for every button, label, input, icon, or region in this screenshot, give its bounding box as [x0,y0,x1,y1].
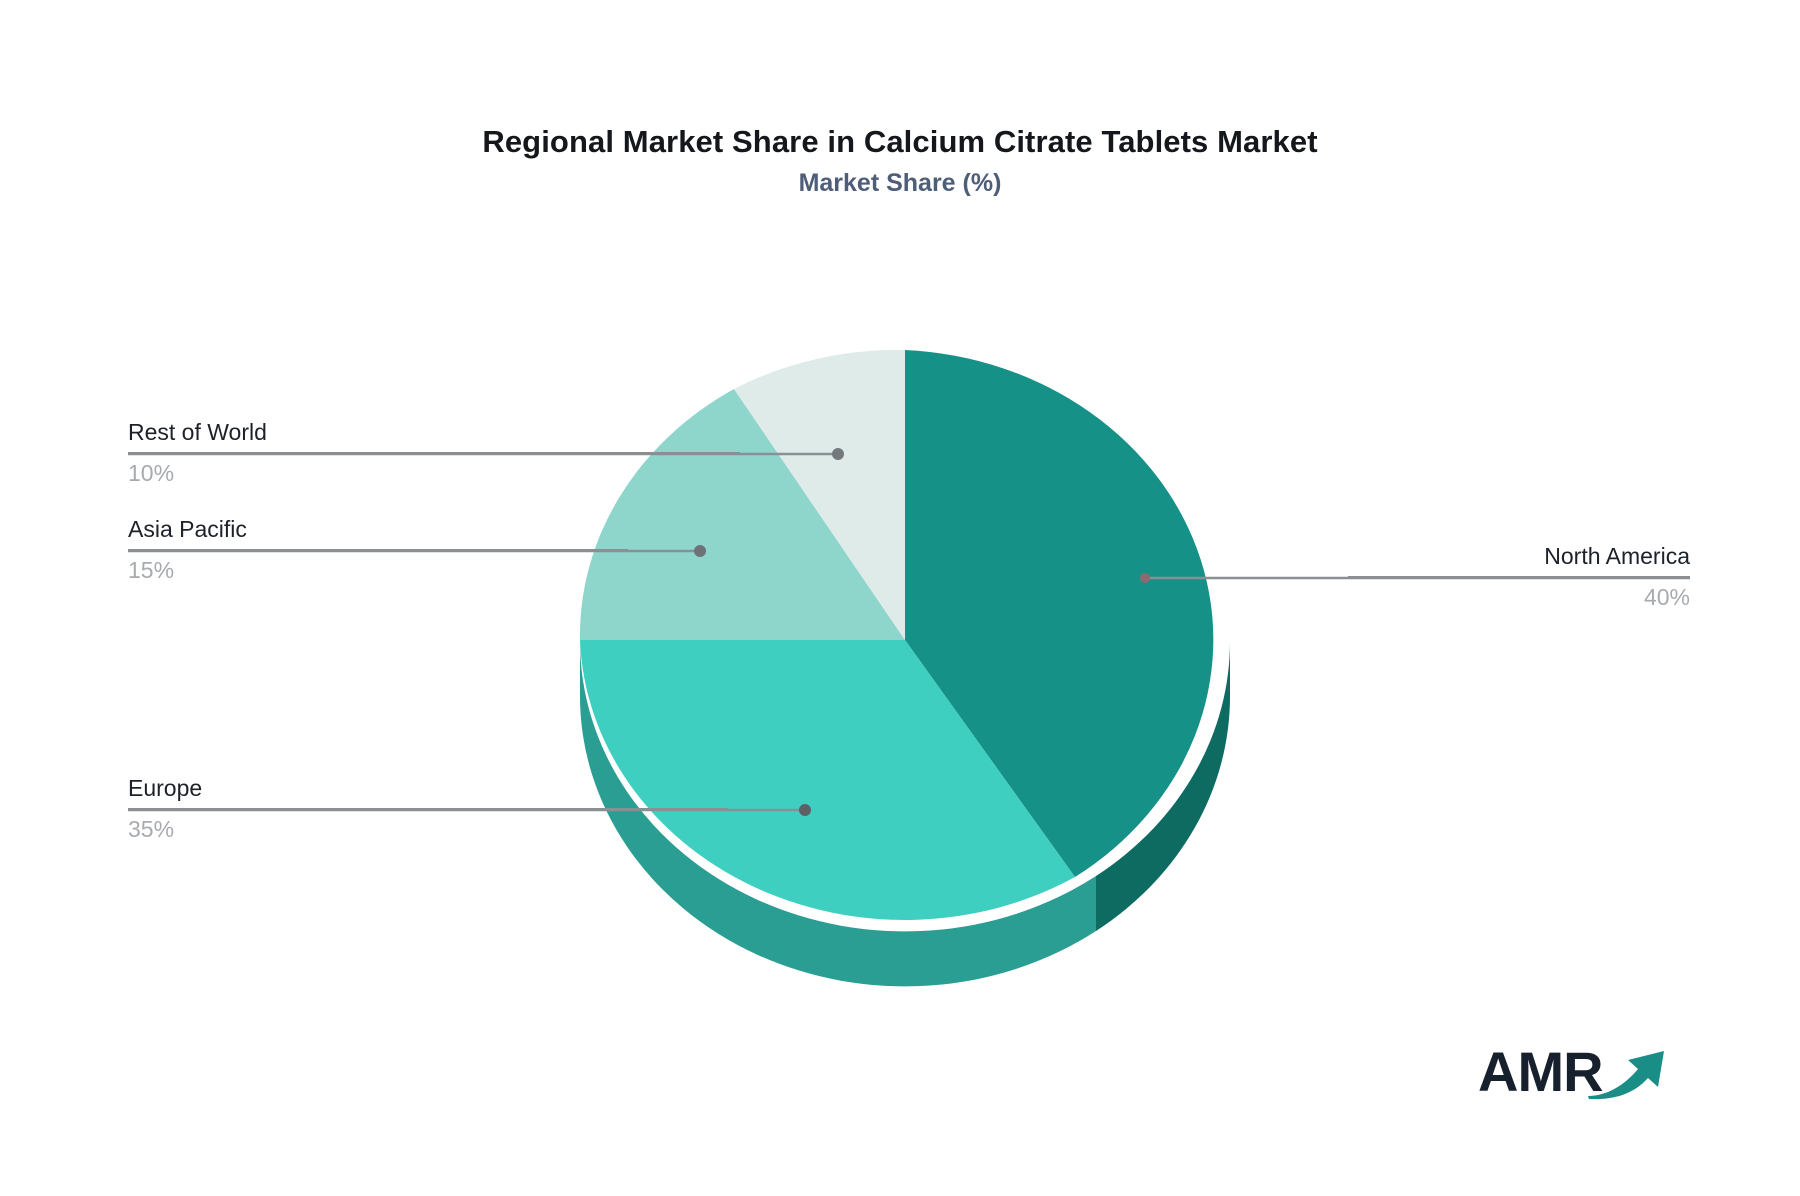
callout-value-north-america: 40% [1643,583,1690,610]
callout-rule-asia-pacific [128,548,628,551]
callout-label-rest-of-world: Rest of World [128,419,267,445]
chart-subtitle: Market Share (%) [798,169,1002,197]
callout-value-rest-of-world: 10% [128,459,175,486]
leader-dot-europe [799,804,811,816]
leader-dots [694,448,1150,816]
pie-slice-north-america[interactable] [905,350,1214,877]
pie-top-face [579,349,1214,920]
pie-slice-rest-of-world[interactable] [734,349,905,640]
callout-label-asia-pacific: Asia Pacific [128,516,247,542]
leader-dot-north-america [1140,573,1150,583]
chart-title: Regional Market Share in Calcium Citrate… [482,124,1318,159]
callout-rule-north-america [1348,575,1690,578]
growth-arrow-icon [1588,1051,1664,1100]
callout-asia-pacific: Asia Pacific 15% [128,515,628,585]
pie-slice-europe[interactable] [580,640,1075,920]
callout-rest-of-world: Rest of World 10% [128,418,740,488]
callout-value-europe: 35% [128,815,175,842]
leader-dot-asia-pacific [694,545,706,557]
callout-value-asia-pacific: 15% [128,556,175,583]
amr-logo: AMR [1478,1038,1668,1116]
leader-dot-rest-of-world [832,448,844,460]
callout-north-america: North America 40% [1348,542,1690,612]
callout-europe: Europe 35% [128,774,728,844]
callout-rule-europe [128,807,728,810]
amr-wordmark: AMR [1478,1040,1604,1103]
leader-lines [128,452,1690,812]
callout-rule-rest-of-world [128,451,740,454]
callout-label-north-america: North America [1544,543,1690,569]
callout-label-europe: Europe [128,775,203,801]
pie-depth-walls [579,640,1231,987]
pie-side-europe [579,640,1096,987]
pie-side-north-america [1096,640,1231,931]
